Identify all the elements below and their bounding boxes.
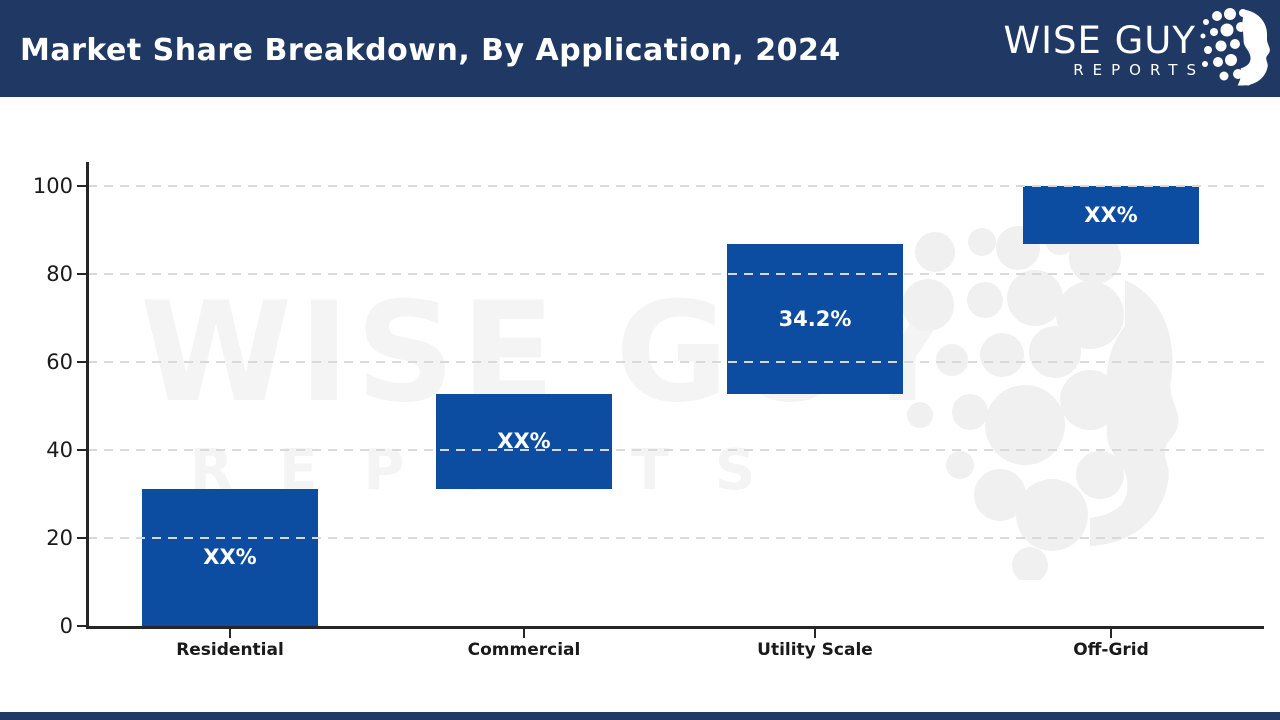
x-category-label: Commercial — [467, 640, 581, 660]
y-tick-0 — [77, 625, 86, 627]
x-category-label: Residential — [176, 640, 284, 660]
y-tick-40 — [77, 449, 86, 451]
y-tick-label-60: 60 — [46, 350, 73, 374]
y-tick-label-100: 100 — [32, 174, 73, 198]
x-tick-1 — [523, 629, 525, 638]
bar-off-grid — [1023, 186, 1199, 244]
y-tick-label-80: 80 — [46, 262, 73, 286]
y-tick-100 — [77, 185, 86, 187]
gridline-60 — [88, 361, 1264, 363]
bar-value-label: XX% — [1084, 202, 1138, 227]
gridline-20 — [88, 537, 1264, 539]
y-tick-80 — [77, 273, 86, 275]
brand-logo-subtext: REPORTS — [1073, 61, 1205, 79]
bar-commercial — [436, 394, 612, 489]
y-axis-line — [86, 162, 89, 629]
brand-logo-head-icon — [1200, 8, 1270, 86]
y-tick-label-20: 20 — [46, 526, 73, 550]
x-axis-line — [86, 626, 1264, 629]
x-category-label: Utility Scale — [757, 640, 873, 660]
bar-residential — [142, 488, 318, 626]
x-tick-2 — [814, 629, 816, 638]
y-tick-20 — [77, 537, 86, 539]
bar-value-label: XX% — [497, 429, 551, 454]
gridline-100 — [88, 185, 1264, 187]
brand-logo: WISE GUY REPORTS — [1004, 22, 1196, 80]
page-title: Market Share Breakdown, By Application, … — [20, 33, 841, 68]
bar-utility-scale — [727, 243, 903, 395]
header-bar: Market Share Breakdown, By Application, … — [0, 0, 1280, 97]
footer-bar — [0, 712, 1280, 720]
gridline-40 — [88, 449, 1264, 451]
bar-value-label: XX% — [203, 545, 257, 570]
bar-value-label: 34.2% — [778, 306, 852, 331]
x-category-label: Off-Grid — [1073, 640, 1149, 660]
x-tick-3 — [1110, 629, 1112, 638]
y-tick-60 — [77, 361, 86, 363]
y-tick-label-0: 0 — [59, 614, 73, 638]
brand-logo-text: WISE GUY — [1003, 19, 1196, 62]
gridline-80 — [88, 273, 1264, 275]
y-tick-label-40: 40 — [46, 438, 73, 462]
x-tick-0 — [229, 629, 231, 638]
watermark-head-dots — [902, 225, 1179, 580]
